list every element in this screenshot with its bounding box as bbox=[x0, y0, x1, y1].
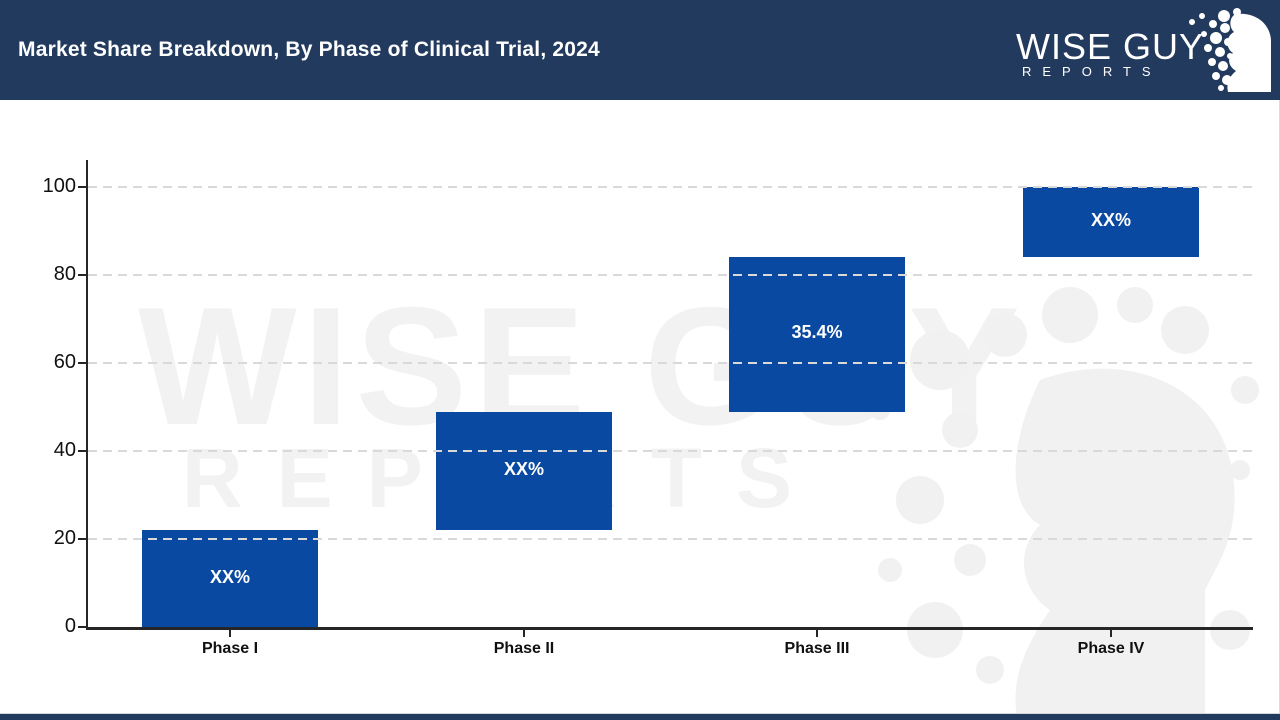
gridline bbox=[88, 450, 1253, 452]
x-axis-tick bbox=[523, 630, 525, 637]
bar-value-label: XX% bbox=[209, 566, 251, 587]
y-axis-spine bbox=[86, 160, 88, 630]
y-axis-tick-label: 60 bbox=[53, 351, 76, 373]
x-axis-tick bbox=[816, 630, 818, 637]
bar-value-label: 35.4% bbox=[791, 322, 843, 343]
y-axis-tick bbox=[78, 186, 86, 188]
y-axis-tick-label: 40 bbox=[53, 439, 76, 461]
y-axis-tick-label: 20 bbox=[53, 527, 76, 549]
bar-value-label: XX% bbox=[1090, 209, 1132, 230]
gridline bbox=[88, 362, 1253, 364]
bar-phase-i bbox=[142, 530, 318, 627]
gridline bbox=[88, 186, 1253, 188]
brand-head-icon bbox=[1189, 8, 1271, 92]
x-axis-spine bbox=[86, 627, 1253, 630]
chart-title: Market Share Breakdown, By Phase of Clin… bbox=[18, 38, 600, 61]
brand-logo-text: WISE GUY bbox=[1016, 26, 1205, 67]
bar-phase-iii bbox=[729, 256, 905, 413]
x-axis-category-label: Phase I bbox=[201, 640, 259, 657]
x-axis-tick bbox=[229, 630, 231, 637]
bar-phase-iv bbox=[1023, 187, 1199, 257]
gridline bbox=[88, 538, 1253, 540]
bar-phase-ii bbox=[436, 412, 612, 531]
y-axis-tick bbox=[78, 274, 86, 276]
gridline bbox=[88, 274, 1253, 276]
y-axis-tick-label: 0 bbox=[64, 615, 76, 637]
y-axis-tick bbox=[78, 626, 86, 628]
bar-value-label: XX% bbox=[503, 459, 545, 480]
y-axis-tick-label: 100 bbox=[42, 175, 76, 197]
y-axis-tick bbox=[78, 538, 86, 540]
y-axis-tick-label: 80 bbox=[53, 263, 76, 285]
x-axis-category-label: Phase IV bbox=[1077, 640, 1145, 657]
brand-logo-subtext: REPORTS bbox=[1022, 64, 1162, 79]
x-axis-category-label: Phase II bbox=[493, 640, 555, 657]
brand-logo: WISE GUY REPORTS bbox=[1016, 8, 1271, 92]
x-axis-category-label: Phase III bbox=[784, 640, 850, 657]
watermark-head-icon bbox=[870, 287, 1259, 720]
x-axis-tick bbox=[1110, 630, 1112, 637]
header-bar: Market Share Breakdown, By Phase of Clin… bbox=[0, 0, 1280, 100]
y-axis-tick bbox=[78, 450, 86, 452]
y-axis-tick bbox=[78, 362, 86, 364]
footer-bar bbox=[0, 714, 1280, 720]
